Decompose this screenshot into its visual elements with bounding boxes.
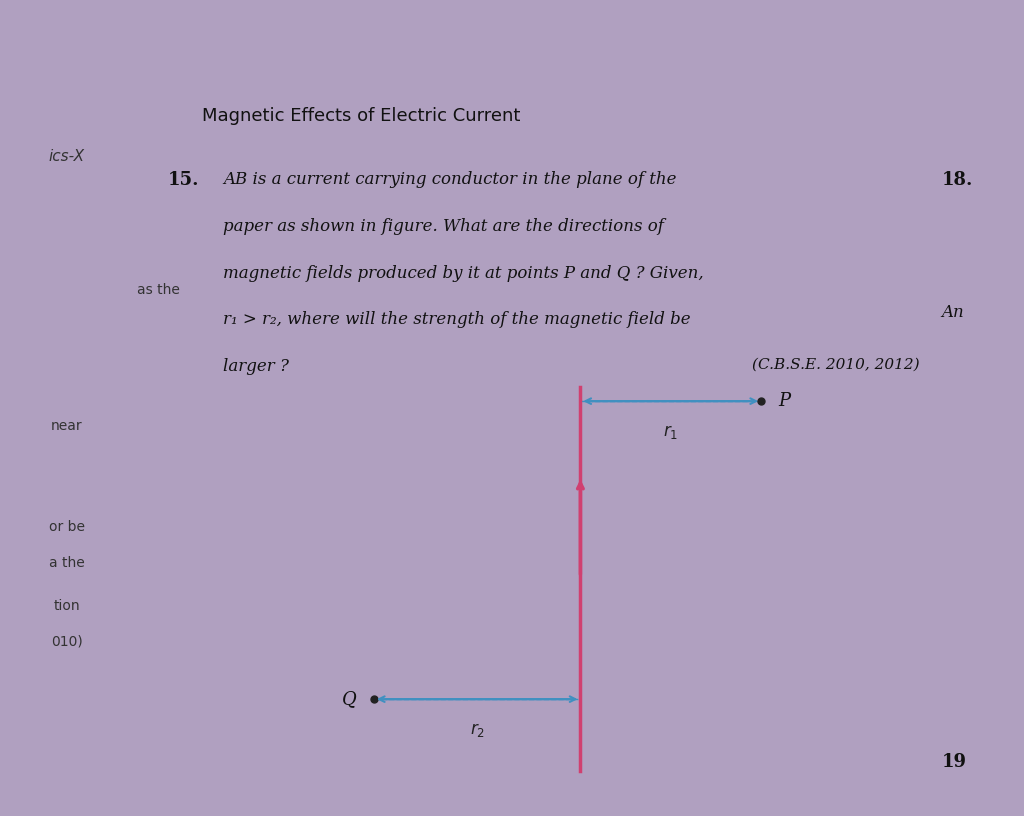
- Text: paper as shown in figure. What are the directions of: paper as shown in figure. What are the d…: [223, 218, 665, 235]
- Text: tion: tion: [53, 599, 80, 613]
- Text: $r_1$: $r_1$: [664, 423, 678, 441]
- Text: near: near: [51, 419, 82, 433]
- Text: magnetic fields produced by it at points P and Q ? Given,: magnetic fields produced by it at points…: [223, 264, 705, 282]
- Text: a the: a the: [49, 556, 84, 570]
- Text: r₁ > r₂, where will the strength of the magnetic field be: r₁ > r₂, where will the strength of the …: [223, 312, 691, 328]
- Text: as the: as the: [137, 282, 180, 297]
- Text: P: P: [778, 392, 791, 410]
- Text: larger ?: larger ?: [223, 358, 290, 375]
- Text: 19: 19: [942, 753, 967, 771]
- Text: or be: or be: [48, 520, 85, 534]
- Text: An: An: [942, 304, 965, 322]
- Text: AB is a current carrying conductor in the plane of the: AB is a current carrying conductor in th…: [223, 171, 677, 188]
- Text: Magnetic Effects of Electric Current: Magnetic Effects of Electric Current: [202, 107, 520, 126]
- Text: 15.: 15.: [168, 171, 199, 189]
- Text: (C.B.S.E. 2010, 2012): (C.B.S.E. 2010, 2012): [753, 358, 920, 372]
- Text: $r_2$: $r_2$: [470, 721, 484, 738]
- Text: 18.: 18.: [942, 171, 973, 189]
- Text: 010): 010): [50, 635, 83, 649]
- Text: ics-X: ics-X: [48, 149, 85, 165]
- Text: Q: Q: [342, 690, 356, 708]
